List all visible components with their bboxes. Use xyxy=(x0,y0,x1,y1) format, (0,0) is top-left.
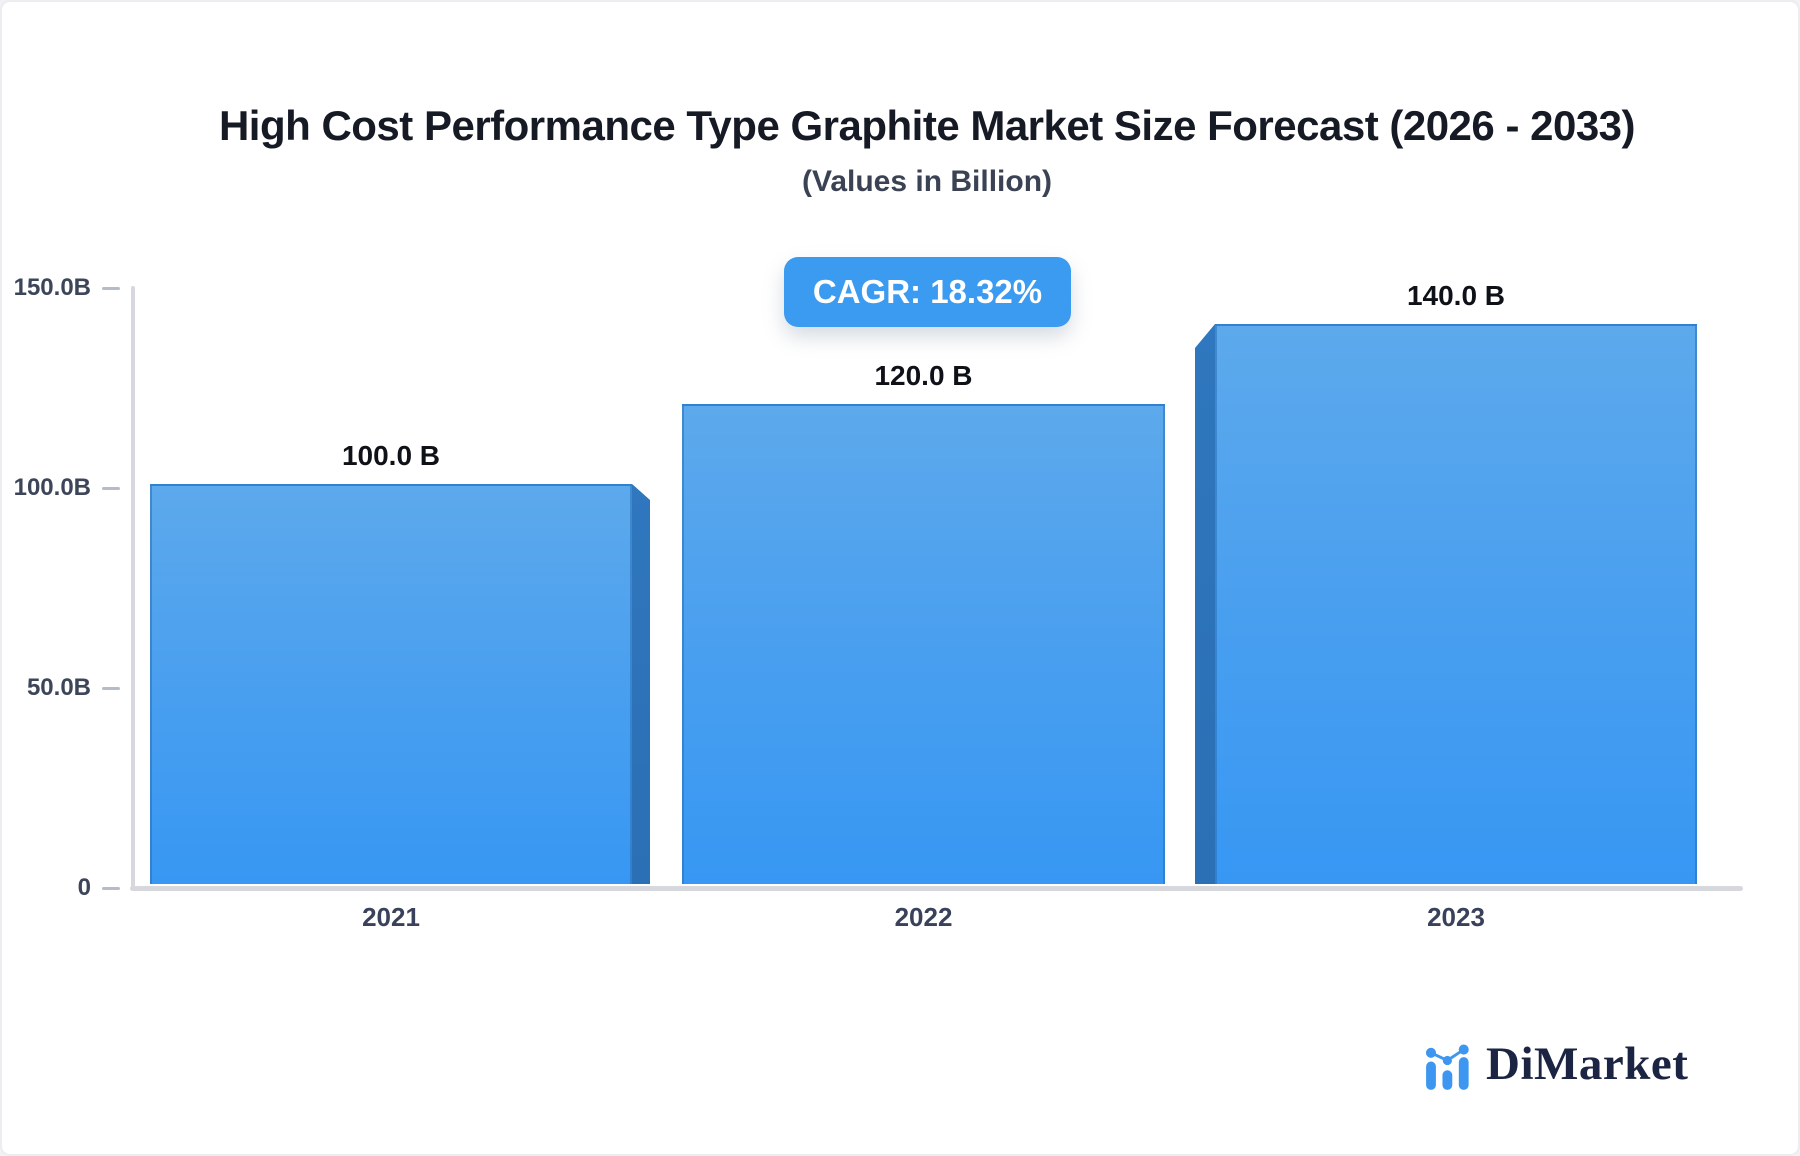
bar-3d-side xyxy=(1195,324,1215,884)
x-label-2022: 2022 xyxy=(894,902,953,932)
y-axis-line xyxy=(131,286,135,890)
chart-title: High Cost Performance Type Graphite Mark… xyxy=(218,102,1636,149)
y-tick-label: 0 xyxy=(77,874,91,901)
y-tick-label: 100.0B xyxy=(13,474,91,501)
x-axis-line xyxy=(130,886,1743,891)
x-label-2021: 2021 xyxy=(362,902,420,932)
cagr-badge: CAGR: 18.32% xyxy=(784,257,1071,327)
chart-subtitle: (Values in Billion) xyxy=(801,165,1053,198)
tick-dash xyxy=(102,686,120,690)
x-label-2023: 2023 xyxy=(1427,902,1485,932)
y-tick-150: 150.0B xyxy=(2,274,120,302)
bar-value-label: 100.0 B xyxy=(341,440,441,471)
y-tick-50: 50.0B xyxy=(2,674,120,702)
tick-dash xyxy=(102,286,120,290)
y-tick-label: 50.0B xyxy=(26,674,91,701)
logo-text: DiMarket xyxy=(1486,1038,1689,1090)
y-tick-100: 100.0B xyxy=(2,474,120,502)
dimarket-logo: DiMarket xyxy=(1425,1036,1688,1092)
tick-dash xyxy=(102,486,120,490)
bar-value-label: 120.0 B xyxy=(874,360,973,391)
mini-bar-chart-icon xyxy=(1425,1044,1469,1090)
bar-value-label: 140.0 B xyxy=(1406,280,1506,311)
bar-3d-side xyxy=(632,484,650,884)
y-tick-label: 150.0B xyxy=(13,274,91,301)
bar-face xyxy=(682,404,1165,884)
bar-face xyxy=(150,484,632,884)
bar-face xyxy=(1215,324,1697,884)
y-tick-0: 0 xyxy=(2,874,120,902)
tick-dash xyxy=(102,886,120,890)
